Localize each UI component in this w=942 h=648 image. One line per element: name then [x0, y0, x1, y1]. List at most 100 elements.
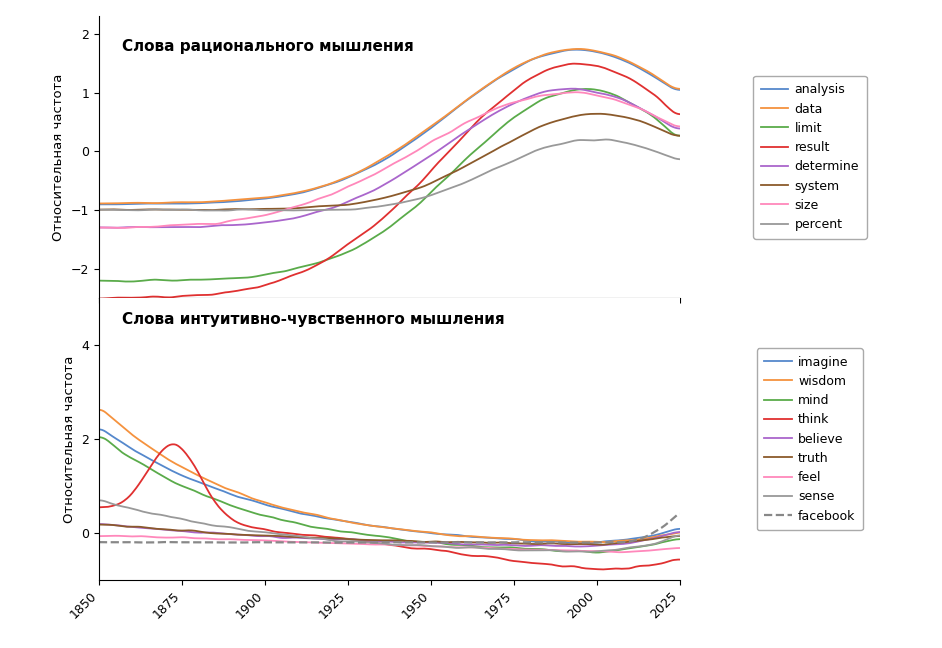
size — [118, 224, 129, 232]
mind — [592, 549, 603, 557]
Legend: imagine, wisdom, mind, think, believe, truth, feel, sense, facebook: imagine, wisdom, mind, think, believe, t… — [756, 348, 863, 530]
data — [674, 85, 686, 93]
feel — [546, 546, 558, 554]
determine — [236, 221, 248, 229]
facebook — [277, 538, 288, 546]
sense — [94, 496, 106, 504]
system — [546, 119, 558, 126]
feel — [93, 532, 105, 540]
percent — [236, 205, 248, 213]
determine — [278, 216, 289, 224]
imagine — [257, 500, 268, 507]
feel — [614, 548, 625, 556]
data — [546, 49, 558, 56]
percent — [93, 206, 105, 214]
percent — [618, 139, 629, 146]
limit — [258, 271, 269, 279]
determine — [674, 124, 686, 132]
limit — [546, 92, 558, 100]
mind — [277, 516, 288, 524]
think — [258, 525, 269, 533]
analysis — [93, 200, 105, 208]
facebook — [328, 539, 339, 547]
feel — [111, 532, 122, 540]
determine — [258, 218, 269, 226]
system — [593, 110, 605, 118]
Y-axis label: Относительная частота: Относительная частота — [52, 73, 65, 241]
wisdom — [618, 537, 629, 544]
facebook — [674, 509, 686, 517]
wisdom — [236, 490, 247, 498]
limit — [674, 132, 686, 139]
analysis — [236, 197, 247, 205]
Line: system: system — [99, 114, 680, 210]
result — [93, 295, 105, 303]
result — [618, 72, 629, 80]
Line: percent: percent — [99, 139, 680, 211]
wisdom — [277, 503, 288, 511]
think — [618, 565, 629, 573]
determine — [108, 224, 120, 231]
Line: analysis: analysis — [99, 50, 680, 204]
limit — [476, 142, 487, 150]
sense — [618, 544, 629, 552]
result — [674, 110, 686, 118]
size — [546, 91, 558, 98]
system — [476, 154, 487, 161]
size — [278, 206, 289, 214]
facebook — [546, 538, 558, 546]
think — [167, 441, 178, 448]
truth — [277, 532, 288, 540]
sense — [583, 548, 594, 556]
think — [236, 520, 248, 528]
believe — [573, 542, 584, 550]
limit — [236, 274, 248, 282]
data — [236, 196, 248, 203]
Y-axis label: Относительная частота: Относительная частота — [62, 355, 75, 523]
Line: result: result — [99, 64, 680, 299]
think — [674, 556, 686, 564]
size — [618, 99, 629, 107]
wisdom — [93, 406, 105, 413]
believe — [674, 528, 686, 536]
percent — [219, 207, 230, 214]
feel — [476, 544, 487, 551]
size — [570, 88, 581, 96]
system — [674, 132, 686, 139]
mind — [236, 505, 247, 513]
truth — [475, 538, 486, 546]
system — [618, 113, 629, 121]
result — [475, 115, 486, 122]
imagine — [93, 426, 105, 434]
think — [546, 561, 558, 568]
imagine — [277, 505, 288, 513]
mind — [618, 545, 629, 553]
facebook — [257, 538, 268, 546]
size — [258, 212, 269, 220]
data — [476, 86, 487, 93]
result — [545, 65, 557, 73]
believe — [546, 542, 558, 550]
facebook — [618, 538, 629, 546]
limit — [580, 85, 592, 93]
facebook — [93, 538, 105, 546]
Line: mind: mind — [99, 437, 680, 553]
Legend: analysis, data, limit, result, determine, system, size, percent: analysis, data, limit, result, determine… — [754, 76, 867, 238]
believe — [93, 520, 105, 528]
result — [236, 286, 247, 294]
imagine — [583, 539, 594, 547]
data — [93, 200, 105, 207]
believe — [236, 531, 248, 538]
Line: wisdom: wisdom — [99, 410, 680, 542]
Line: believe: believe — [99, 524, 680, 546]
determine — [476, 118, 487, 126]
percent — [476, 171, 487, 179]
size — [93, 224, 105, 231]
result — [277, 275, 288, 283]
imagine — [674, 525, 686, 533]
wisdom — [545, 537, 557, 544]
percent — [258, 206, 269, 214]
determine — [546, 86, 558, 94]
believe — [278, 534, 289, 542]
analysis — [569, 46, 580, 54]
